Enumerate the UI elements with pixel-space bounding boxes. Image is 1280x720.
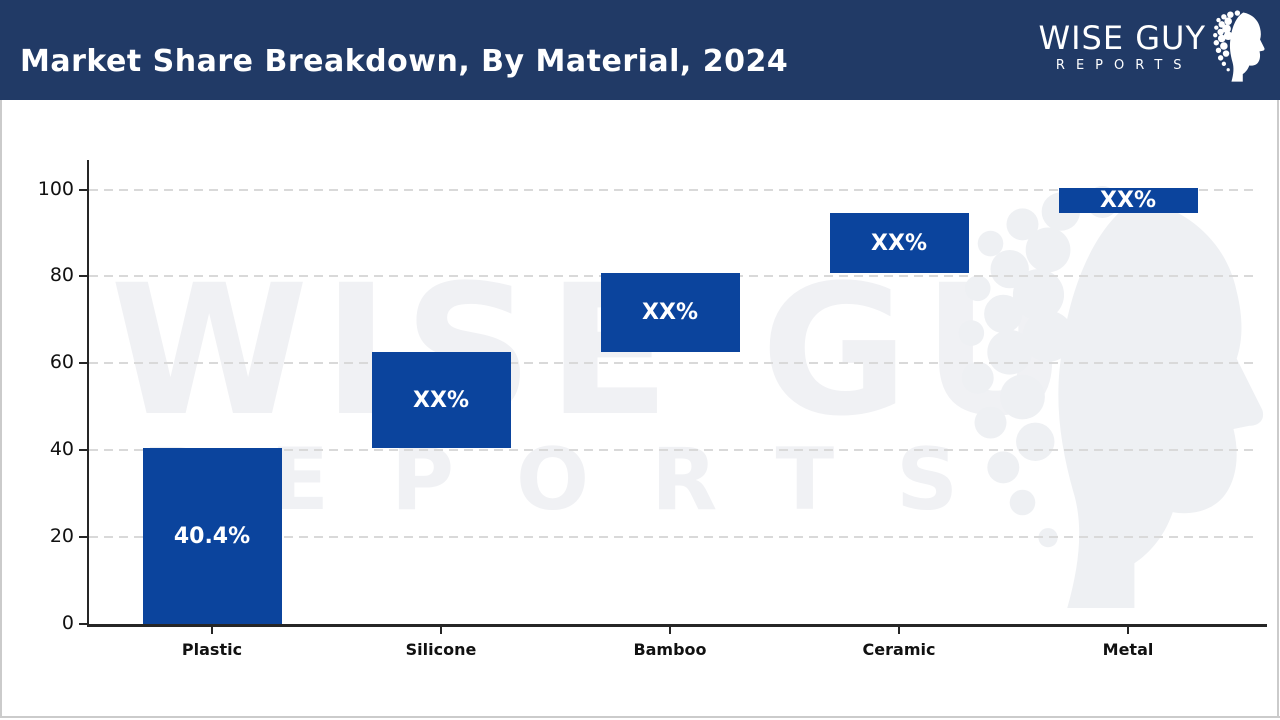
page-border-bottom xyxy=(0,716,1280,718)
bar-value-label: XX% xyxy=(413,387,469,413)
gridline-40 xyxy=(89,449,1258,452)
x-tick-mark xyxy=(669,627,671,634)
bar-metal: XX% xyxy=(1058,188,1198,214)
y-tick-label: 40 xyxy=(49,438,74,461)
x-tick-mark xyxy=(211,627,213,634)
bar-value-label: XX% xyxy=(871,230,927,256)
gridline-100 xyxy=(89,188,1258,191)
y-tick-mark xyxy=(79,449,87,452)
y-tick-mark xyxy=(79,275,87,278)
page-border-left xyxy=(0,100,2,718)
x-tick-mark xyxy=(1127,627,1129,634)
bar-ceramic: XX% xyxy=(829,213,969,274)
brand-logo-text: WISE GUY REPORTS xyxy=(1038,20,1206,73)
x-axis-label-bamboo: Bamboo xyxy=(633,640,707,659)
x-axis-label-ceramic: Ceramic xyxy=(862,640,936,659)
brand-logo: WISE GUY REPORTS xyxy=(1038,10,1266,82)
x-axis-label-metal: Metal xyxy=(1102,640,1154,659)
y-tick-mark xyxy=(79,536,87,539)
y-tick-label: 0 xyxy=(61,612,74,634)
bar-value-label: 40.4% xyxy=(173,523,251,549)
bar-plastic: 40.4% xyxy=(142,448,282,624)
logo-subtext: REPORTS xyxy=(1055,57,1193,73)
y-axis-spine xyxy=(87,160,89,626)
page-border-right xyxy=(1277,100,1279,718)
x-axis-label-plastic: Plastic xyxy=(181,640,243,659)
x-axis-spine xyxy=(87,624,1267,627)
y-tick-label: 100 xyxy=(37,177,74,200)
watermark-face-icon xyxy=(952,186,1272,608)
chart-area: WISE GUY REPORTS 40.4%XX%XX%XX%XX% 02040… xyxy=(0,100,1280,716)
x-tick-mark xyxy=(898,627,900,634)
bar-bamboo: XX% xyxy=(600,273,740,352)
gridline-60 xyxy=(89,362,1258,365)
y-tick-label: 20 xyxy=(49,525,74,548)
bar-silicone: XX% xyxy=(371,351,511,449)
logo-wordmark: WISE GUY xyxy=(1038,18,1206,57)
page-title: Market Share Breakdown, By Material, 202… xyxy=(20,44,789,79)
bar-value-label: XX% xyxy=(1100,188,1156,214)
bar-value-label: XX% xyxy=(642,299,698,325)
x-tick-mark xyxy=(440,627,442,634)
x-axis-label-silicone: Silicone xyxy=(405,640,477,659)
y-tick-mark xyxy=(79,362,87,365)
gridline-20 xyxy=(89,536,1258,539)
y-tick-label: 80 xyxy=(49,264,74,287)
y-tick-label: 60 xyxy=(49,351,74,374)
face-profile-dots-icon xyxy=(1212,10,1266,82)
y-tick-mark xyxy=(79,188,87,191)
header-bar: Market Share Breakdown, By Material, 202… xyxy=(0,0,1280,100)
y-tick-mark xyxy=(79,623,87,625)
